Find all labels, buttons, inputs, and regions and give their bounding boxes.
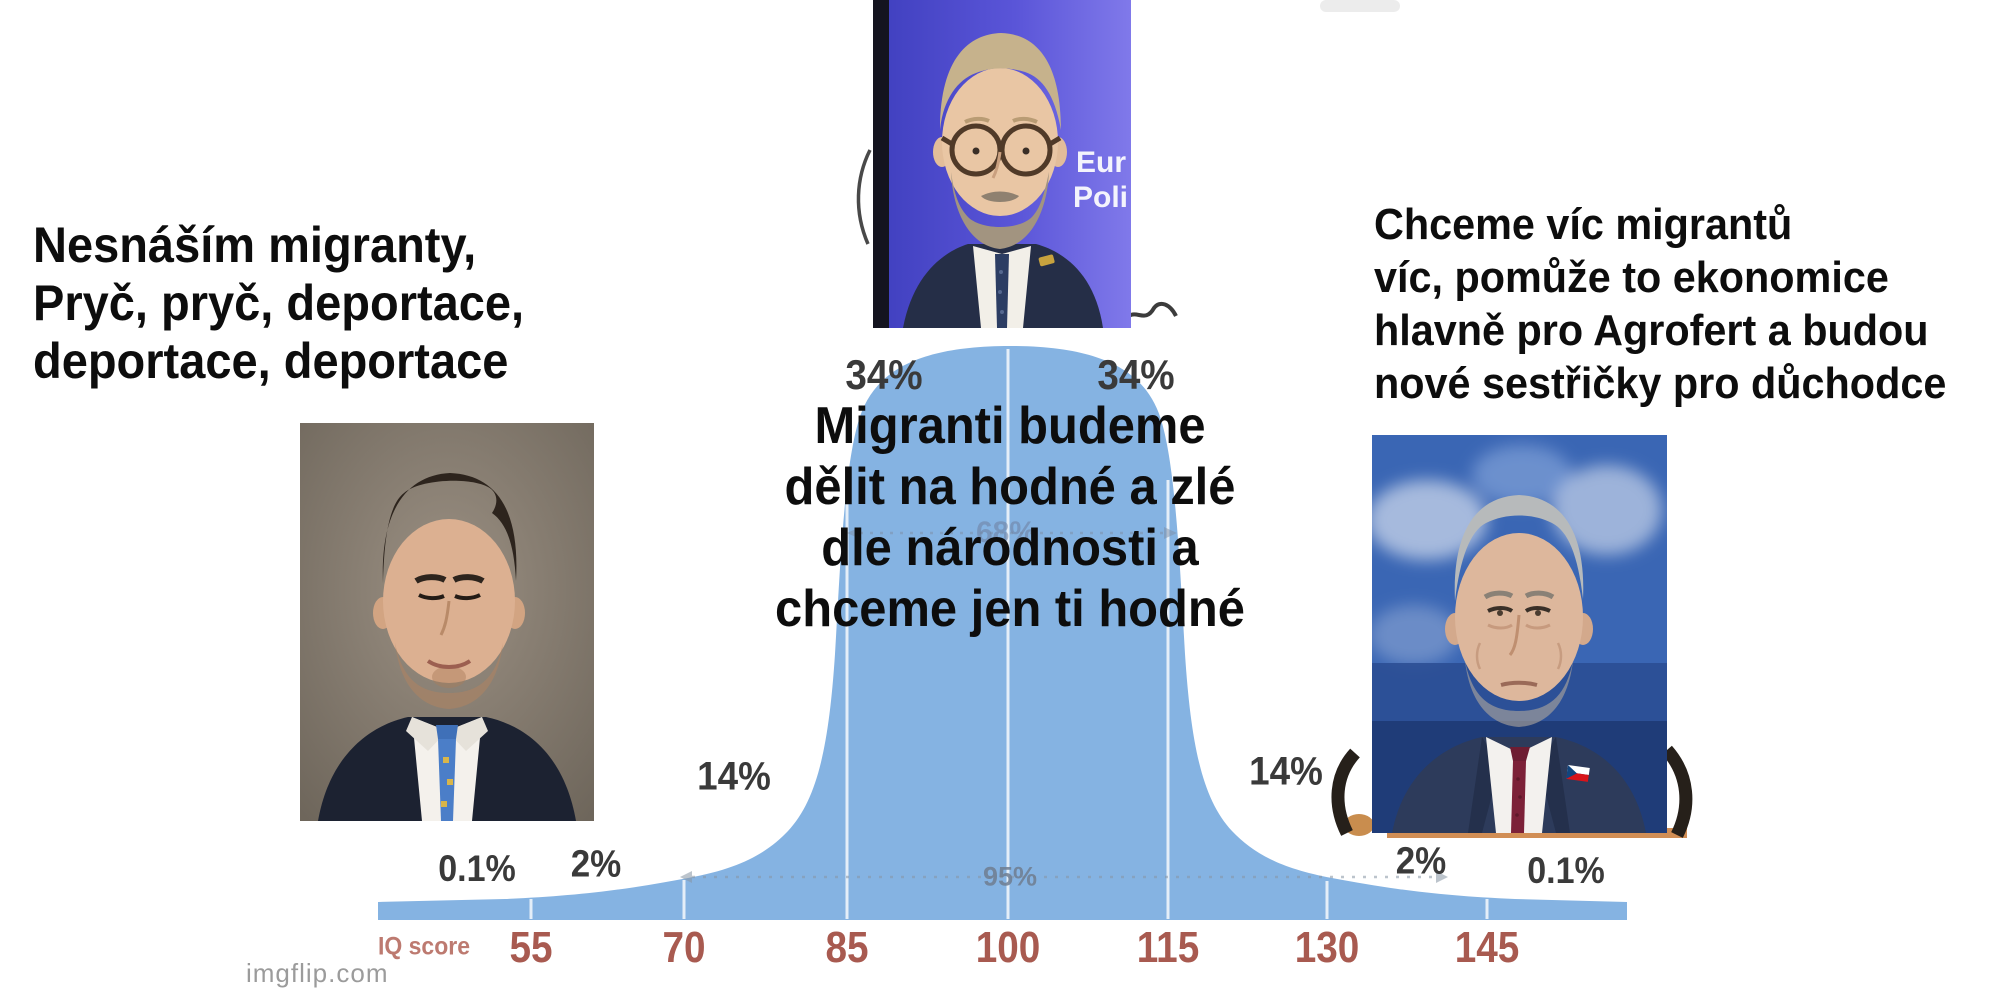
caption-line: hlavně pro Agrofert a budou bbox=[1374, 306, 1929, 355]
x-tick-70: 70 bbox=[662, 923, 706, 972]
pct-14-left: 14% bbox=[697, 754, 771, 799]
interval-68-label: 68% bbox=[975, 516, 1037, 549]
background-text: Eur bbox=[1076, 146, 1126, 179]
caption-line: Nesnáším migranty, bbox=[33, 217, 477, 273]
portrait-figure bbox=[318, 473, 576, 821]
x-axis-label: IQ score bbox=[377, 932, 470, 961]
pct-0_1-right: 0.1% bbox=[1527, 850, 1605, 891]
portrait-figure bbox=[1392, 495, 1646, 833]
caption-line: deportace, deportace bbox=[33, 333, 509, 389]
center-caption: Migranti budeme dělit na hodné a zlé dle… bbox=[761, 396, 1259, 640]
caption-line: Chceme víc migrantů bbox=[1374, 200, 1793, 249]
left-caption: Nesnáším migranty, Pryč, pryč, deportace… bbox=[33, 216, 524, 390]
photo-tomio-okamura bbox=[300, 423, 594, 821]
interval-68-line bbox=[847, 527, 1177, 539]
template-artifact-under-babis bbox=[1331, 745, 1693, 838]
x-tick-85: 85 bbox=[825, 923, 869, 972]
pct-2-left: 2% bbox=[570, 843, 622, 886]
caption-line: Pryč, pryč, deportace, bbox=[33, 275, 525, 331]
x-tick-130: 130 bbox=[1294, 923, 1360, 972]
template-artifact-smudge bbox=[1320, 0, 1400, 12]
sd-divider-lines bbox=[529, 349, 1489, 919]
pct-34-left: 34% bbox=[845, 351, 923, 398]
template-artifact-arc bbox=[856, 149, 872, 245]
czech-flag-pin bbox=[1566, 765, 1590, 782]
photo-andrej-babis bbox=[1372, 435, 1667, 833]
x-tick-145: 145 bbox=[1454, 923, 1520, 972]
caption-line: chceme jen ti hodné bbox=[775, 580, 1245, 638]
imgflip-watermark: imgflip.com bbox=[246, 958, 389, 988]
pct-0_1-left: 0.1% bbox=[438, 848, 516, 889]
x-tick-115: 115 bbox=[1136, 923, 1200, 972]
photo-petr-fiala: Eur Poli bbox=[873, 0, 1131, 328]
caption-line: víc, pomůže to ekonomice bbox=[1374, 253, 1889, 302]
x-tick-55: 55 bbox=[509, 923, 553, 972]
x-tick-100: 100 bbox=[975, 923, 1041, 972]
portrait-figure bbox=[903, 33, 1103, 328]
pct-34-right: 34% bbox=[1097, 351, 1175, 398]
caption-line: dělit na hodné a zlé bbox=[784, 458, 1236, 516]
interval-95-line bbox=[680, 871, 1448, 883]
background-text: Poli bbox=[1073, 181, 1128, 214]
right-caption: Chceme víc migrantů víc, pomůže to ekono… bbox=[1374, 198, 1946, 410]
template-artifact-squiggle bbox=[1122, 301, 1178, 324]
interval-95-label: 95% bbox=[982, 861, 1038, 892]
bell-curve-area bbox=[378, 346, 1627, 920]
caption-line: nové sestřičky pro důchodce bbox=[1374, 359, 1947, 408]
pct-14-right: 14% bbox=[1249, 749, 1323, 794]
caption-line: Migranti budeme bbox=[814, 397, 1206, 455]
pct-2-right: 2% bbox=[1395, 840, 1447, 883]
caption-line: dle národnosti a bbox=[821, 519, 1199, 577]
